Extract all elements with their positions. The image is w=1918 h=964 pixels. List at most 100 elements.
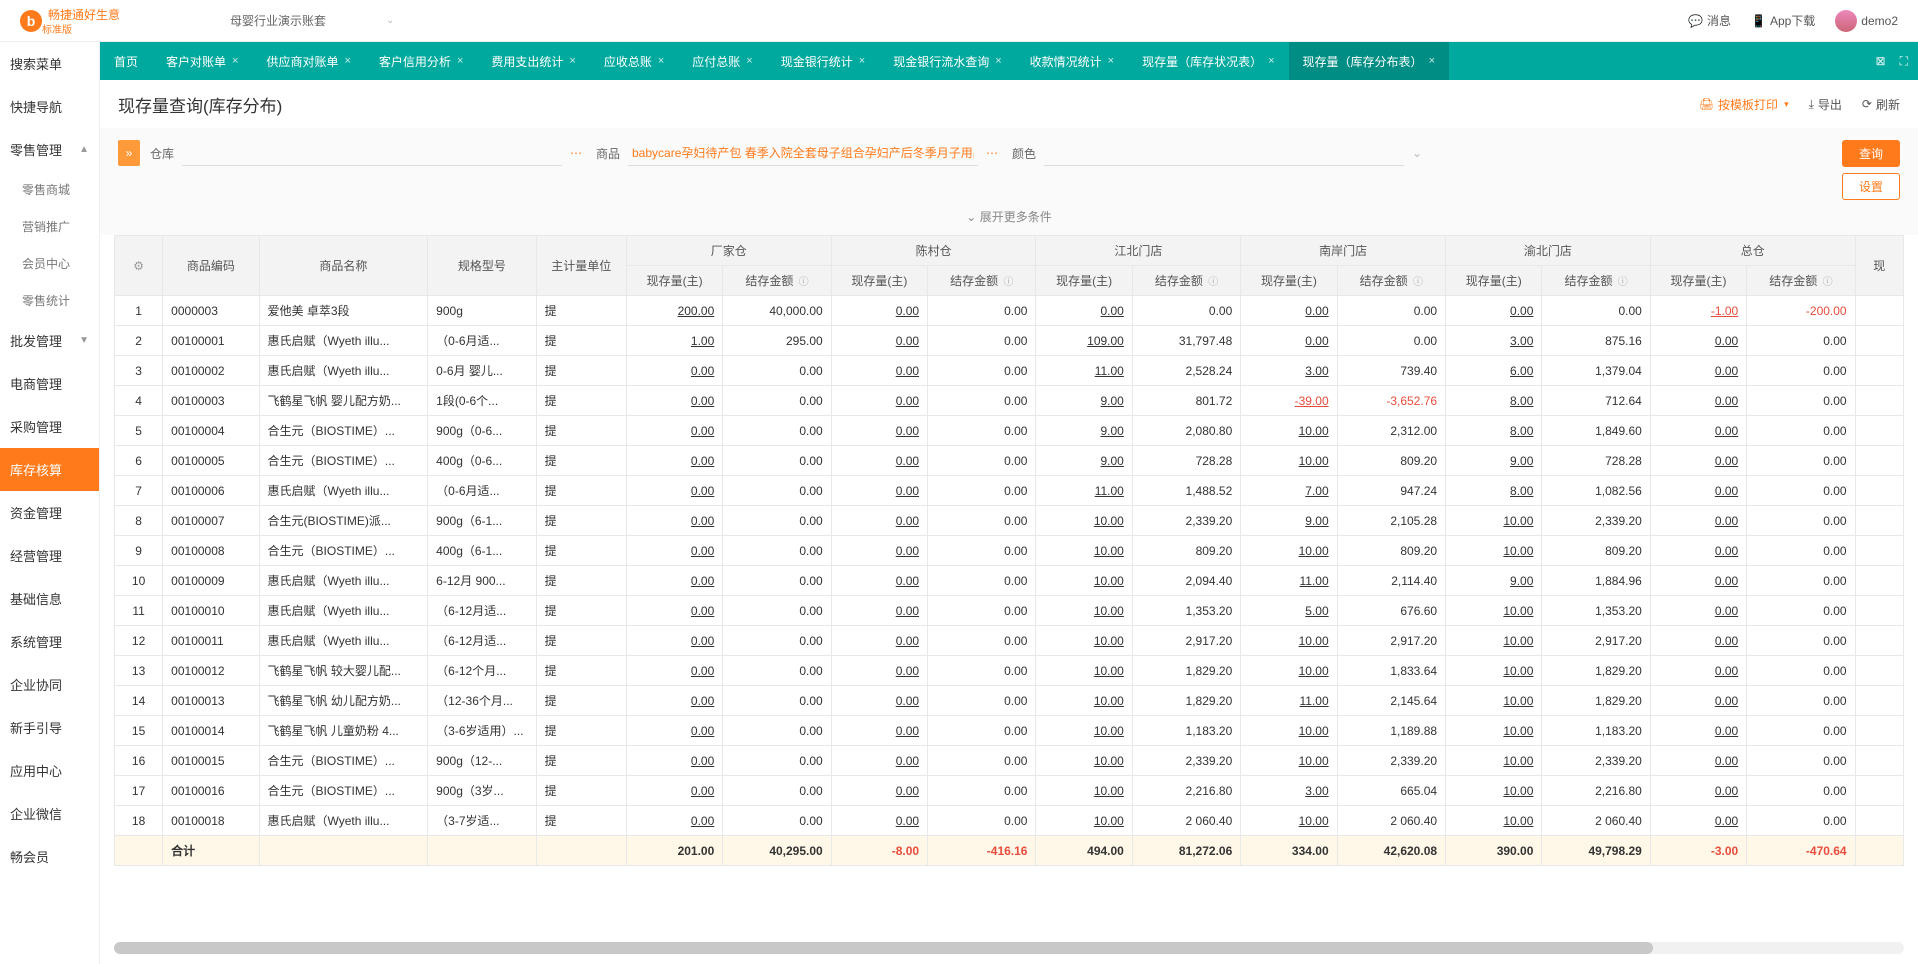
- cell[interactable]: 0.00: [626, 566, 722, 596]
- qty-link[interactable]: 10.00: [1094, 634, 1124, 648]
- qty-link[interactable]: 10.00: [1503, 814, 1533, 828]
- qty-link[interactable]: 10.00: [1503, 754, 1533, 768]
- user-menu[interactable]: demo2: [1835, 10, 1898, 32]
- cell[interactable]: 0.00: [1650, 506, 1746, 536]
- cell[interactable]: 0.00: [626, 776, 722, 806]
- cell[interactable]: 9.00: [1446, 566, 1542, 596]
- qty-link[interactable]: 10.00: [1503, 604, 1533, 618]
- qty-link[interactable]: 10.00: [1299, 544, 1329, 558]
- qty-link[interactable]: 0.00: [1100, 304, 1123, 318]
- qty-link[interactable]: 10.00: [1094, 544, 1124, 558]
- qty-link[interactable]: 0.00: [1715, 544, 1738, 558]
- qty-link[interactable]: 10.00: [1299, 634, 1329, 648]
- print-button[interactable]: 🖨按模板打印▾: [1699, 96, 1789, 113]
- nav-item[interactable]: 电商管理: [0, 362, 99, 405]
- qty-link[interactable]: 8.00: [1510, 424, 1533, 438]
- qty-link[interactable]: 0.00: [1510, 304, 1533, 318]
- qty-link[interactable]: 0.00: [1715, 784, 1738, 798]
- cell[interactable]: 10.00: [1036, 806, 1132, 836]
- qty-link[interactable]: 10.00: [1299, 454, 1329, 468]
- cell[interactable]: 0.00: [626, 506, 722, 536]
- cell[interactable]: 9.00: [1446, 446, 1542, 476]
- qty-link[interactable]: 0.00: [691, 484, 714, 498]
- cell[interactable]: 0.00: [831, 416, 927, 446]
- cell[interactable]: 10.00: [1241, 656, 1337, 686]
- export-button[interactable]: ⤓导出: [1809, 96, 1842, 113]
- cell[interactable]: 0.00: [1241, 326, 1337, 356]
- cell[interactable]: 0.00: [1650, 536, 1746, 566]
- qty-link[interactable]: 0.00: [691, 694, 714, 708]
- cell[interactable]: 9.00: [1036, 416, 1132, 446]
- cell[interactable]: 0.00: [626, 476, 722, 506]
- cell[interactable]: 0.00: [831, 656, 927, 686]
- qty-link[interactable]: 8.00: [1510, 394, 1533, 408]
- cell[interactable]: 0.00: [831, 806, 927, 836]
- nav-sub-item[interactable]: 营销推广: [0, 208, 99, 245]
- qty-link[interactable]: 0.00: [691, 724, 714, 738]
- info-icon[interactable]: ⓘ: [1003, 277, 1013, 288]
- close-icon[interactable]: ×: [232, 55, 238, 67]
- cell[interactable]: 0.00: [1650, 356, 1746, 386]
- cell[interactable]: 10.00: [1446, 656, 1542, 686]
- close-icon[interactable]: ×: [1429, 55, 1435, 67]
- nav-item[interactable]: 应用中心: [0, 749, 99, 792]
- qty-link[interactable]: 0.00: [691, 574, 714, 588]
- column-header[interactable]: 渝北门店: [1446, 236, 1651, 266]
- cell[interactable]: 0.00: [831, 476, 927, 506]
- cell[interactable]: 0.00: [831, 326, 927, 356]
- nav-item[interactable]: 库存核算: [0, 448, 99, 491]
- nav-item[interactable]: 基础信息: [0, 577, 99, 620]
- qty-link[interactable]: 0.00: [896, 334, 919, 348]
- tab[interactable]: 客户对账单×: [152, 42, 252, 80]
- nav-retail[interactable]: 零售管理▲: [0, 128, 99, 171]
- column-header[interactable]: 规格型号: [428, 236, 536, 296]
- column-header[interactable]: ⚙: [115, 236, 163, 296]
- qty-link[interactable]: 10.00: [1503, 694, 1533, 708]
- cell[interactable]: 0.00: [1036, 296, 1132, 326]
- cell[interactable]: 0.00: [626, 536, 722, 566]
- cell[interactable]: 0.00: [626, 746, 722, 776]
- cell[interactable]: 0.00: [1650, 416, 1746, 446]
- tab[interactable]: 供应商对账单×: [252, 42, 364, 80]
- qty-link[interactable]: 10.00: [1299, 724, 1329, 738]
- qty-link[interactable]: 9.00: [1305, 514, 1328, 528]
- qty-link[interactable]: 0.00: [1715, 574, 1738, 588]
- qty-link[interactable]: 11.00: [1299, 574, 1328, 588]
- cell[interactable]: 10.00: [1241, 806, 1337, 836]
- qty-link[interactable]: 0.00: [896, 394, 919, 408]
- cell[interactable]: 10.00: [1036, 566, 1132, 596]
- cell[interactable]: 0.00: [626, 446, 722, 476]
- column-header[interactable]: 现存量(主): [1650, 266, 1746, 296]
- cell[interactable]: 0.00: [831, 296, 927, 326]
- close-icon[interactable]: ×: [859, 55, 865, 67]
- cell[interactable]: 0.00: [831, 626, 927, 656]
- info-icon[interactable]: ⓘ: [799, 277, 809, 288]
- cell[interactable]: 0.00: [626, 356, 722, 386]
- cell[interactable]: 9.00: [1036, 446, 1132, 476]
- column-header[interactable]: 南岸门店: [1241, 236, 1446, 266]
- tabs-close-all-icon[interactable]: ⊠: [1876, 54, 1886, 68]
- cell[interactable]: 10.00: [1446, 626, 1542, 656]
- cell[interactable]: 109.00: [1036, 326, 1132, 356]
- qty-link[interactable]: 10.00: [1503, 634, 1533, 648]
- qty-link[interactable]: 0.00: [1715, 484, 1738, 498]
- cell[interactable]: 0.00: [1650, 776, 1746, 806]
- qty-link[interactable]: 0.00: [896, 604, 919, 618]
- column-header[interactable]: 商品编码: [163, 236, 259, 296]
- qty-link[interactable]: 0.00: [691, 784, 714, 798]
- column-header[interactable]: 现存量(主): [1241, 266, 1337, 296]
- product-input[interactable]: [628, 140, 978, 166]
- qty-link[interactable]: 3.00: [1305, 784, 1328, 798]
- cell[interactable]: 0.00: [626, 806, 722, 836]
- nav-item[interactable]: 资金管理: [0, 491, 99, 534]
- qty-link[interactable]: 9.00: [1100, 424, 1123, 438]
- cell[interactable]: 0.00: [831, 386, 927, 416]
- qty-link[interactable]: 0.00: [896, 694, 919, 708]
- qty-link[interactable]: 0.00: [896, 634, 919, 648]
- close-icon[interactable]: ×: [658, 55, 664, 67]
- qty-link[interactable]: 0.00: [896, 544, 919, 558]
- cell[interactable]: 0.00: [831, 446, 927, 476]
- warehouse-picker-icon[interactable]: ⋯: [570, 146, 582, 160]
- close-icon[interactable]: ×: [1268, 55, 1274, 67]
- qty-link[interactable]: 0.00: [1715, 754, 1738, 768]
